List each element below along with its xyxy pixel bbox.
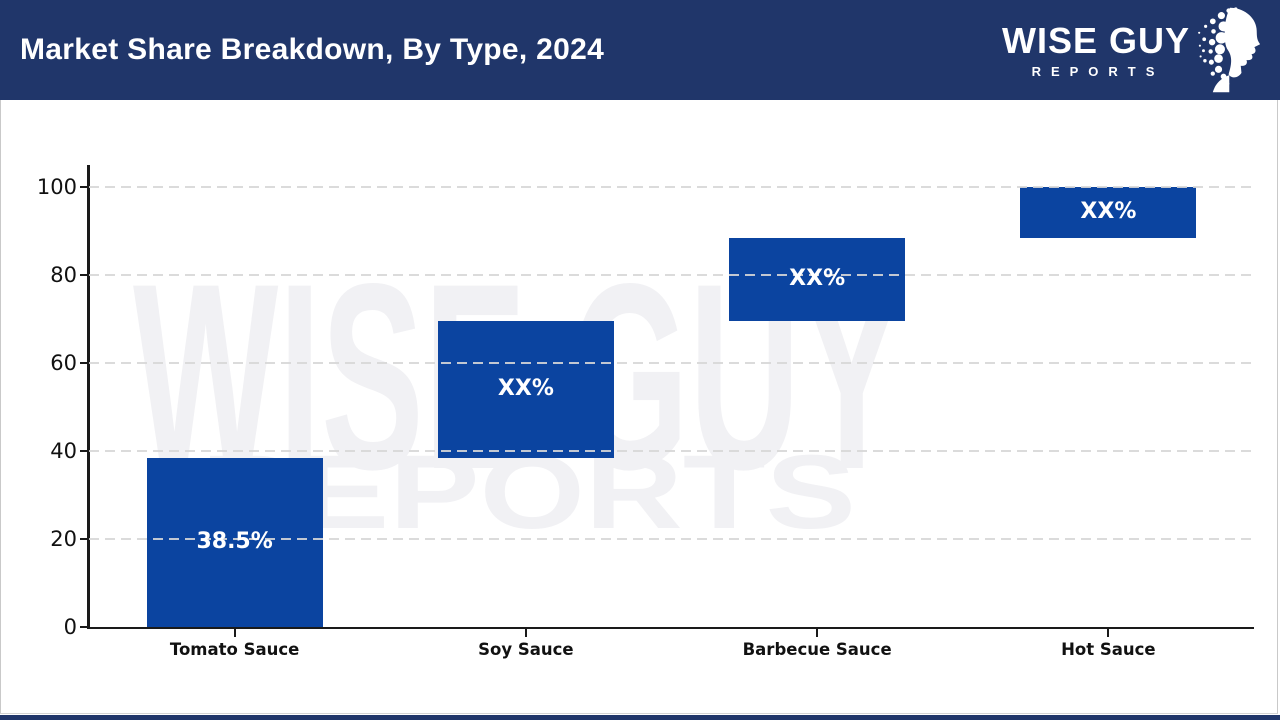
y-axis-tick-label: 40 bbox=[50, 439, 77, 463]
wiseguy-head-icon bbox=[1194, 7, 1266, 93]
x-axis-tick bbox=[1107, 629, 1110, 637]
x-axis-tick bbox=[816, 629, 819, 637]
y-axis-tick-label: 80 bbox=[50, 263, 77, 287]
bar-value-label: XX% bbox=[497, 376, 554, 402]
y-axis-tick-label: 60 bbox=[50, 351, 77, 375]
y-axis-line bbox=[87, 165, 90, 629]
gridline bbox=[89, 450, 1254, 452]
y-axis-tick bbox=[80, 362, 89, 364]
gridline bbox=[89, 538, 1254, 540]
chart-canvas: WISE GUY REPORTS 0 20 40 60 80 100 38.5% Tomato… bbox=[0, 100, 1278, 714]
header-bar: Market Share Breakdown, By Type, 2024 WI… bbox=[0, 0, 1280, 100]
x-axis-category-label: Barbecue Sauce bbox=[742, 640, 892, 659]
gridline bbox=[89, 186, 1254, 188]
waterfall-chart: 0 20 40 60 80 100 38.5% Tomato Sauce XX% Soy Sauc… bbox=[1, 100, 1279, 713]
brand-subtitle: REPORTS bbox=[1031, 63, 1165, 79]
bar-segment bbox=[146, 457, 323, 627]
bottom-accent-bar bbox=[0, 715, 1280, 720]
bar-value-label: 38.5% bbox=[196, 529, 273, 555]
y-axis-tick bbox=[80, 274, 89, 276]
gridline bbox=[89, 274, 1254, 276]
bar-value-label: XX% bbox=[1080, 199, 1137, 225]
x-axis-category-label: Tomato Sauce bbox=[169, 640, 300, 659]
x-axis-tick bbox=[524, 629, 527, 637]
x-axis-category-label: Hot Sauce bbox=[1061, 640, 1156, 659]
y-axis-tick-label: 20 bbox=[50, 527, 77, 551]
y-axis-tick bbox=[80, 450, 89, 452]
y-axis-tick bbox=[80, 626, 89, 628]
y-axis-tick bbox=[80, 186, 89, 188]
y-axis-tick-label: 100 bbox=[36, 175, 77, 199]
bar-segment bbox=[729, 237, 906, 322]
page-title: Market Share Breakdown, By Type, 2024 bbox=[20, 33, 605, 66]
bar-segment bbox=[1020, 187, 1197, 238]
bar-value-label: XX% bbox=[789, 266, 846, 292]
brand-logo: WISE GUY REPORTS bbox=[1002, 7, 1266, 93]
brand-name: WISE GUY bbox=[1001, 19, 1190, 61]
x-axis-category-label: Soy Sauce bbox=[478, 640, 574, 659]
y-axis-tick-label: 0 bbox=[63, 615, 77, 639]
x-axis-line bbox=[87, 626, 1254, 629]
gridline bbox=[89, 362, 1254, 364]
brand-wordmark: WISE GUY REPORTS bbox=[1001, 19, 1190, 79]
y-axis-tick bbox=[80, 538, 89, 540]
bar-segment bbox=[437, 321, 614, 458]
x-axis-tick bbox=[233, 629, 236, 637]
